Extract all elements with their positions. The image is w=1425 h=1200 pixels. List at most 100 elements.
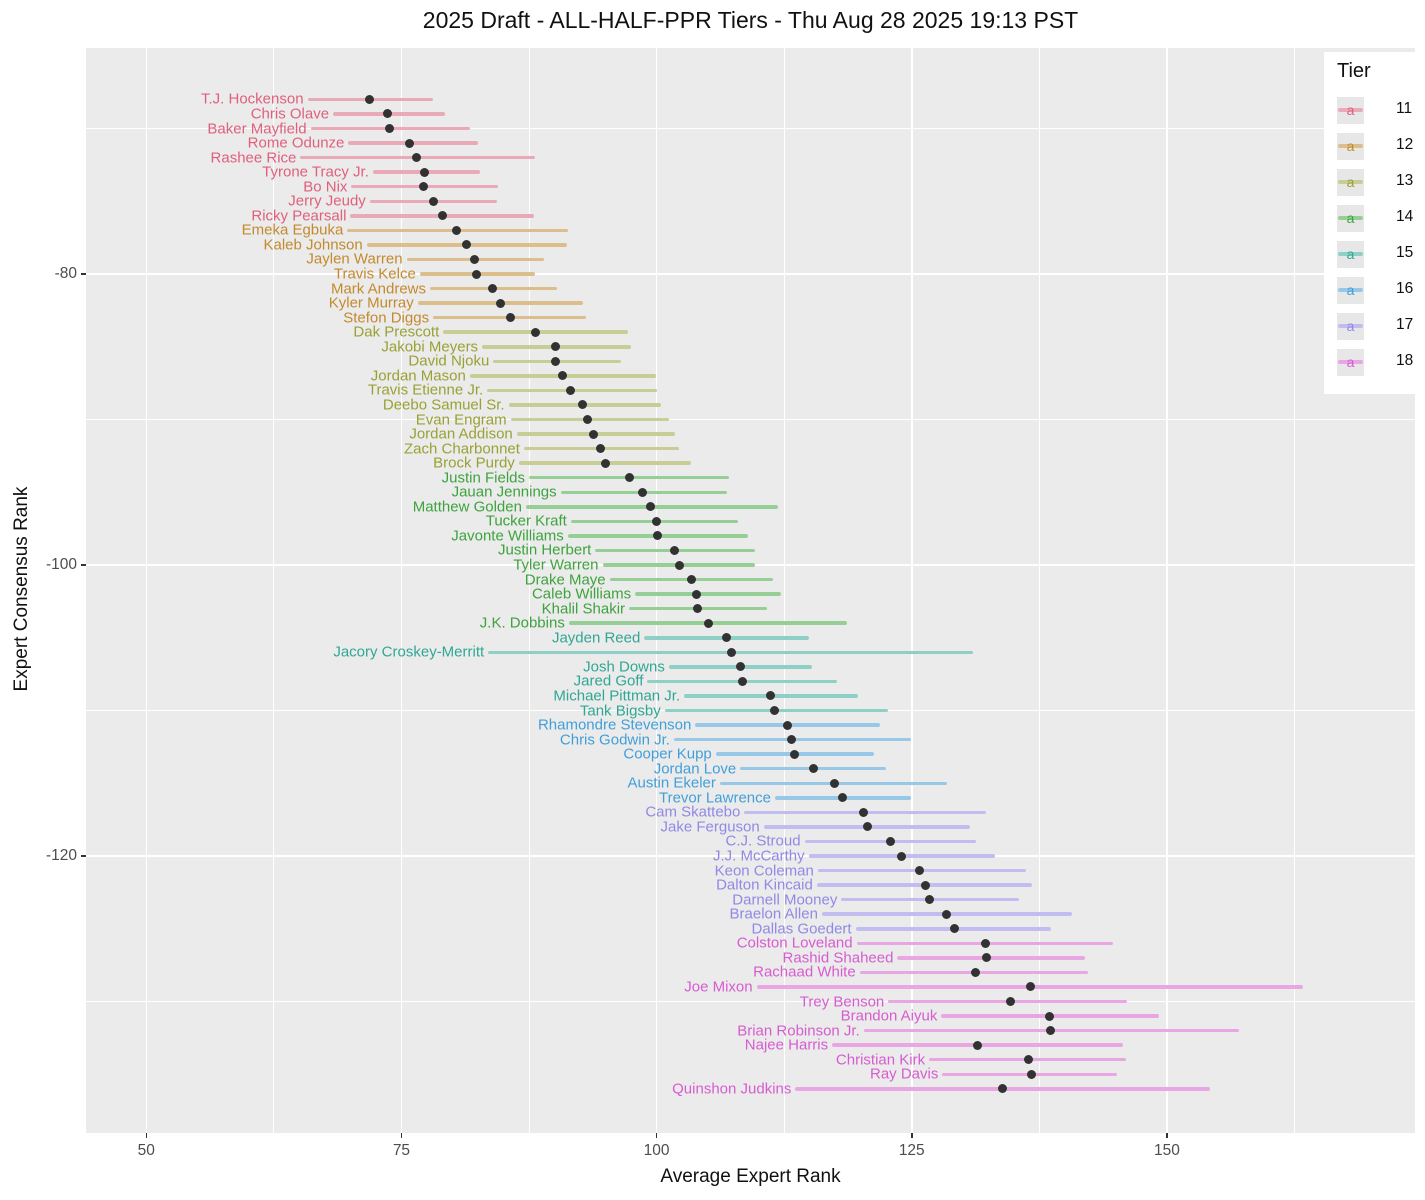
- avg-rank-point: [786, 735, 796, 745]
- legend-entry-label: 17: [1396, 316, 1414, 333]
- x-major-gridline: [911, 48, 913, 1133]
- x-tick-mark: [911, 1133, 913, 1138]
- x-minor-gridline: [1038, 48, 1040, 1133]
- legend-key-line-icon: [1338, 216, 1363, 220]
- legend-entry-label: 14: [1396, 208, 1414, 225]
- player-label: Evan Engram: [415, 411, 507, 428]
- avg-rank-point: [577, 400, 587, 410]
- player-label: Jayden Reed: [551, 629, 641, 647]
- avg-rank-point: [674, 560, 684, 570]
- avg-rank-point: [645, 502, 655, 512]
- player-label: Rhamondre Stevenson: [537, 716, 692, 734]
- x-tick-label: 100: [643, 1142, 670, 1159]
- legend-key-letter-icon: a: [1346, 317, 1355, 334]
- avg-rank-point: [382, 109, 392, 119]
- error-bar: [635, 592, 782, 596]
- legend-entry: a 12: [1324, 128, 1425, 164]
- x-tick-label: 150: [1153, 1142, 1180, 1159]
- avg-rank-point: [1006, 997, 1016, 1006]
- avg-rank-point: [653, 531, 663, 541]
- y-axis-title: Expert Consensus Rank: [11, 486, 32, 692]
- avg-rank-point: [1023, 1055, 1033, 1065]
- player-label: Baker Mayfield: [207, 120, 307, 137]
- legend-entry: a 15: [1324, 236, 1425, 272]
- avg-rank-point: [721, 633, 731, 643]
- player-label: Jacory Croskey-Merritt: [333, 643, 485, 661]
- player-label: Josh Downs: [583, 658, 665, 676]
- player-label: Chris Olave: [250, 105, 330, 123]
- x-major-gridline: [145, 48, 148, 1133]
- x-tick-label: 125: [898, 1142, 925, 1159]
- avg-rank-point: [405, 138, 415, 148]
- x-tick-mark: [655, 1133, 658, 1138]
- legend-entry-label: 11: [1396, 100, 1413, 117]
- player-label: Kyler Murray: [328, 294, 414, 312]
- player-label: Quinshon Judkins: [672, 1080, 792, 1098]
- legend-key-line-icon: [1338, 360, 1363, 364]
- avg-rank-point: [998, 1084, 1008, 1094]
- player-label: Colston Loveland: [736, 934, 853, 952]
- avg-rank-point: [885, 836, 895, 846]
- player-label: Cooper Kupp: [623, 745, 712, 763]
- player-label: Christian Kirk: [835, 1051, 926, 1069]
- player-label: Rashee Rice: [210, 149, 297, 167]
- legend-key-letter-icon: a: [1346, 245, 1355, 262]
- legend-title: Tier: [1337, 60, 1371, 82]
- player-label: T.J. Hockenson: [201, 90, 304, 108]
- legend-key: a: [1337, 348, 1364, 376]
- player-label: Khalil Shakir: [541, 600, 626, 618]
- avg-rank-point: [770, 706, 780, 715]
- avg-rank-point: [920, 880, 930, 890]
- player-label: Jaylen Warren: [306, 250, 403, 268]
- avg-rank-point: [789, 749, 799, 759]
- legend: Tier a 11 a 12 a 13 a 14 a 15 a 16 a 17 a 18: [1324, 52, 1425, 394]
- player-label: J.K. Dobbins: [479, 614, 565, 632]
- legend-entry: a 14: [1324, 200, 1425, 236]
- player-label: Deebo Samuel Sr.: [382, 396, 505, 414]
- player-label: Braelon Allen: [729, 905, 818, 923]
- player-label: Tucker Kraft: [485, 512, 567, 530]
- avg-rank-point: [941, 909, 951, 919]
- y-tick-mark: [81, 273, 86, 275]
- player-label: Kaleb Johnson: [263, 236, 363, 254]
- x-tick-label: 75: [392, 1142, 411, 1159]
- player-label: Emeka Egbuka: [241, 221, 344, 239]
- y-tick-mark: [81, 855, 86, 857]
- legend-key: a: [1337, 312, 1364, 340]
- x-axis-title: Average Expert Rank: [660, 1166, 841, 1187]
- avg-rank-point: [470, 254, 480, 264]
- player-label: C.J. Stroud: [725, 832, 801, 850]
- avg-rank-point: [365, 94, 375, 104]
- legend-key-letter-icon: a: [1346, 137, 1355, 154]
- avg-rank-point: [837, 793, 847, 803]
- legend-entry-label: 18: [1396, 352, 1414, 369]
- avg-rank-point: [970, 967, 980, 977]
- avg-rank-point: [766, 691, 776, 701]
- x-tick-mark: [400, 1133, 403, 1138]
- x-major-gridline: [655, 48, 658, 1133]
- legend-key-letter-icon: a: [1346, 101, 1355, 118]
- player-label: Bo Nix: [303, 178, 348, 196]
- avg-rank-point: [1046, 1026, 1056, 1036]
- avg-rank-point: [495, 298, 505, 308]
- player-label: Tank Bigsby: [579, 702, 661, 719]
- y-minor-gridline: [86, 419, 1415, 420]
- avg-rank-point: [452, 225, 462, 235]
- legend-key: a: [1337, 168, 1364, 196]
- y-major-gridline: [86, 855, 1415, 857]
- legend-entry: a 18: [1324, 344, 1425, 380]
- player-label: Brian Robinson Jr.: [737, 1022, 860, 1040]
- x-tick-label: 50: [137, 1142, 155, 1159]
- player-label: Chris Godwin Jr.: [559, 731, 670, 749]
- avg-rank-point: [637, 487, 647, 497]
- player-label: Tyrone Tracy Jr.: [262, 163, 369, 181]
- player-label: Caleb Williams: [531, 585, 632, 603]
- legend-entry-label: 15: [1396, 244, 1414, 261]
- avg-rank-point: [782, 720, 792, 730]
- legend-key-letter-icon: a: [1346, 353, 1355, 370]
- avg-rank-point: [437, 211, 447, 221]
- player-label: Stefon Diggs: [343, 309, 430, 327]
- player-label: Tyler Warren: [513, 556, 599, 574]
- legend-entry-label: 12: [1396, 136, 1414, 153]
- x-minor-gridline: [528, 48, 530, 1133]
